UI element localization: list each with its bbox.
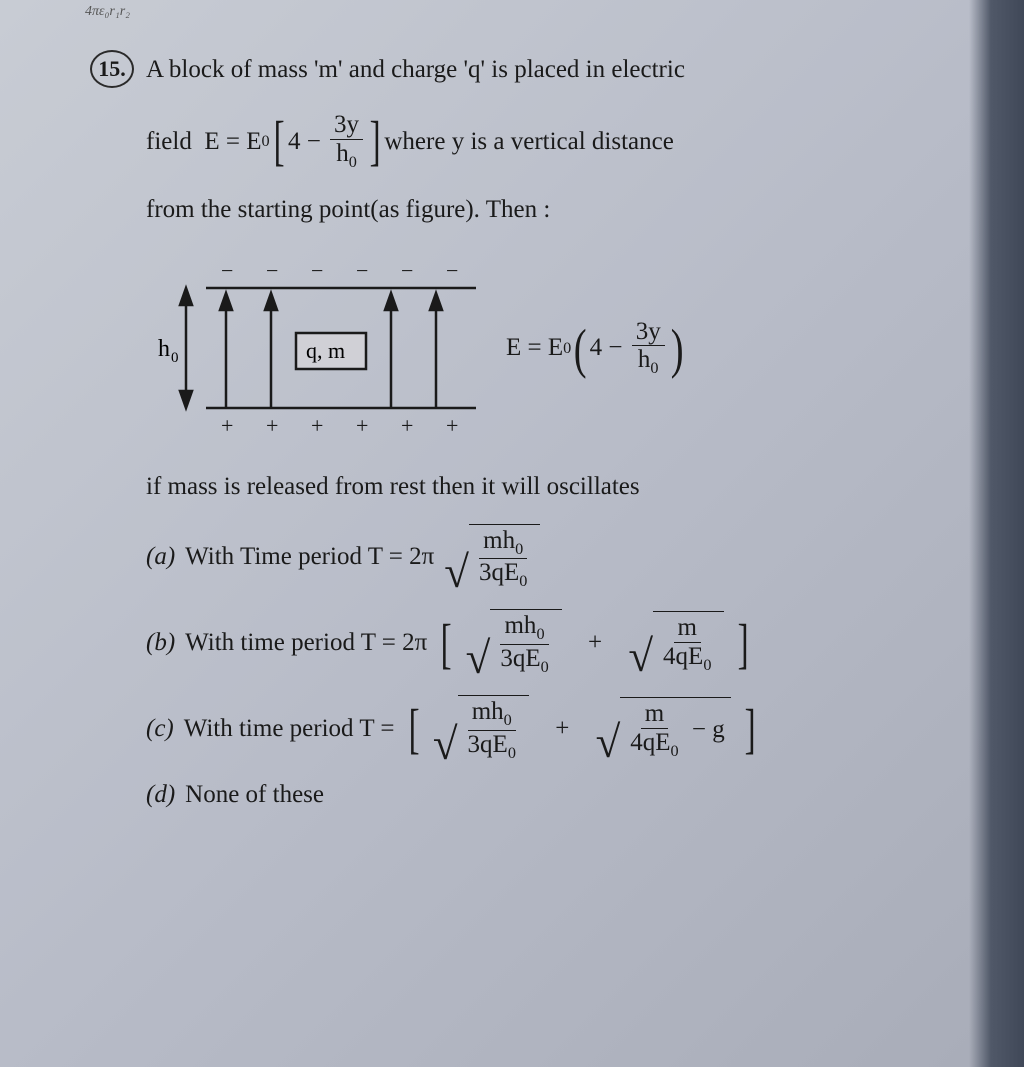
frac-num: 3y xyxy=(330,111,363,140)
frac-den: h0 xyxy=(332,140,361,172)
option-d: (d) None of these xyxy=(146,781,914,809)
option-c-sqrt1: √ mh0 3qE0 xyxy=(433,695,529,763)
svg-text:+: + xyxy=(356,413,368,438)
fig-frac: 3y h0 xyxy=(632,318,665,378)
svg-text:+: + xyxy=(311,413,323,438)
option-c-sqrt2: √ m 4qE0 − g xyxy=(596,697,731,760)
svg-text:+: + xyxy=(446,413,458,438)
eq-lhs: E = E xyxy=(204,123,261,161)
svg-text:+: + xyxy=(221,413,233,438)
options-list: (a) With Time period T = 2π √ mh0 3qE0 (… xyxy=(146,524,914,809)
text-line3: from the starting point(as figure). Then… xyxy=(146,191,914,229)
page-edge-shadow xyxy=(969,0,1024,1067)
eq-sub0: 0 xyxy=(261,129,269,153)
figure-equation: E = E0 ( 4 − 3y h0 ) xyxy=(506,317,686,380)
bracket-open: [ xyxy=(273,100,284,183)
option-b-sqrt1: √ mh0 3qE0 xyxy=(466,609,562,677)
svg-text:+: + xyxy=(401,413,413,438)
figure-row: h0 q, m − − − − − − + + + + + + E = E0 ( 4 − 3y h0… xyxy=(146,248,914,448)
option-c: (c) With time period T = [ √ mh0 3qE0 + … xyxy=(146,695,914,763)
svg-text:−: − xyxy=(446,258,458,283)
after-bracket: where y is a vertical distance xyxy=(384,123,673,161)
option-a-sqrt: √ mh0 3qE0 xyxy=(444,524,540,592)
if-mass-line: if mass is released from rest then it wi… xyxy=(146,468,914,506)
field-equation-line: field E = E0 [ 4 − 3y h0 ] where y is a … xyxy=(146,100,914,183)
question-text-line1: A block of mass 'm' and charge 'q' is pl… xyxy=(146,50,914,90)
svg-text:q, m: q, m xyxy=(306,338,345,363)
option-a: (a) With Time period T = 2π √ mh0 3qE0 xyxy=(146,524,914,592)
field-prefix: field xyxy=(146,123,192,161)
svg-text:−: − xyxy=(266,258,278,283)
question-header: 15. A block of mass 'm' and charge 'q' i… xyxy=(90,50,914,90)
fig-eq-lhs: E = E xyxy=(506,334,563,362)
term-4: 4 − xyxy=(288,123,321,161)
svg-text:0: 0 xyxy=(171,350,179,366)
prev-question-fragment: 4πε₀r₁r₂ xyxy=(85,4,130,20)
capacitor-diagram: h0 q, m − − − − − − + + + + + + xyxy=(146,248,486,448)
bracket-close: ] xyxy=(370,100,381,183)
svg-text:h: h xyxy=(158,336,170,362)
frac-3y-h0: 3y h0 xyxy=(330,111,363,171)
option-b: (b) With time period T = 2π [ √ mh0 3qE0… xyxy=(146,609,914,677)
svg-text:−: − xyxy=(221,258,233,283)
option-b-sqrt2: √ m 4qE0 xyxy=(628,611,724,674)
svg-text:−: − xyxy=(356,258,368,283)
svg-text:−: − xyxy=(311,258,323,283)
svg-text:+: + xyxy=(266,413,278,438)
page-content: 15. A block of mass 'm' and charge 'q' i… xyxy=(40,20,964,857)
question-number: 15. xyxy=(90,50,134,88)
svg-text:−: − xyxy=(401,258,413,283)
